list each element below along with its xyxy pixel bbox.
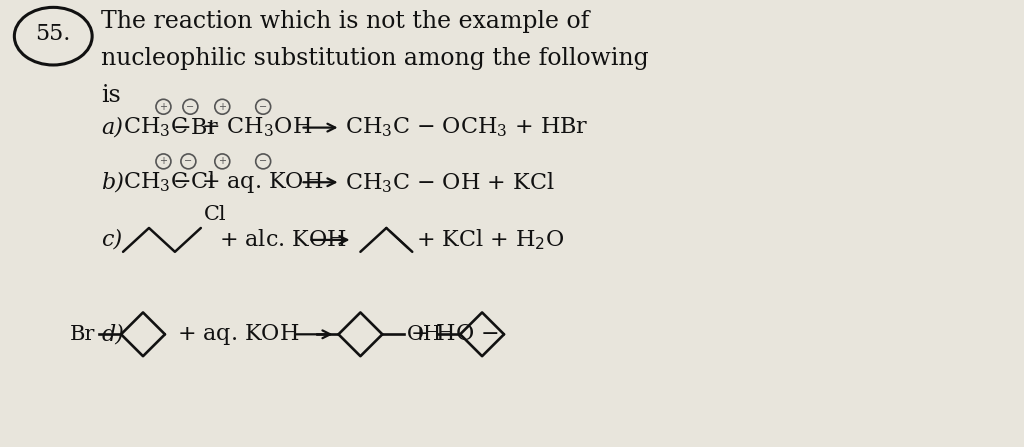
Text: $-$Cl: $-$Cl [172, 171, 216, 193]
Text: −: − [259, 102, 267, 112]
Text: −: − [259, 156, 267, 166]
Text: $\mathregular{CH_3}$C: $\mathregular{CH_3}$C [123, 116, 188, 139]
Text: +: + [160, 156, 168, 166]
Text: The reaction which is not the example of: The reaction which is not the example of [101, 10, 590, 34]
Text: +: + [218, 102, 226, 112]
Text: $+$ KCl $+$ H$_2$O: $+$ KCl $+$ H$_2$O [417, 228, 564, 252]
Text: is: is [101, 84, 121, 107]
Text: +: + [160, 102, 168, 112]
Text: OH: OH [408, 325, 442, 344]
Text: 55.: 55. [36, 23, 71, 45]
Text: c): c) [101, 229, 122, 251]
Text: −: − [186, 102, 195, 112]
Text: $\mathregular{CH_3}$C $-$ O$\mathregular{CH_3}$ $+$ HBr: $\mathregular{CH_3}$C $-$ O$\mathregular… [345, 116, 589, 139]
Text: Br: Br [70, 325, 95, 344]
Text: b): b) [101, 171, 124, 193]
Text: $\mathregular{CH_3}$C $-$ OH $+$ KCl: $\mathregular{CH_3}$C $-$ OH $+$ KCl [345, 170, 555, 194]
Text: $+$ HO $-$: $+$ HO $-$ [411, 323, 499, 345]
Text: −: − [184, 156, 193, 166]
Text: $+$ aq. KOH: $+$ aq. KOH [201, 170, 324, 195]
Text: $+$ $\mathregular{CH_3}$OH: $+$ $\mathregular{CH_3}$OH [201, 116, 312, 139]
Text: +: + [218, 156, 226, 166]
Text: $\mathregular{CH_3}$C: $\mathregular{CH_3}$C [123, 170, 188, 194]
Text: nucleophilic substitution among the following: nucleophilic substitution among the foll… [101, 47, 649, 70]
Text: d): d) [101, 323, 124, 345]
Text: $-$Br: $-$Br [172, 117, 219, 139]
Text: a): a) [101, 117, 123, 139]
Text: Cl: Cl [204, 205, 226, 224]
Text: $+$ aq. KOH: $+$ aq. KOH [177, 322, 299, 347]
Text: $+$ alc. KOH: $+$ alc. KOH [219, 229, 346, 251]
